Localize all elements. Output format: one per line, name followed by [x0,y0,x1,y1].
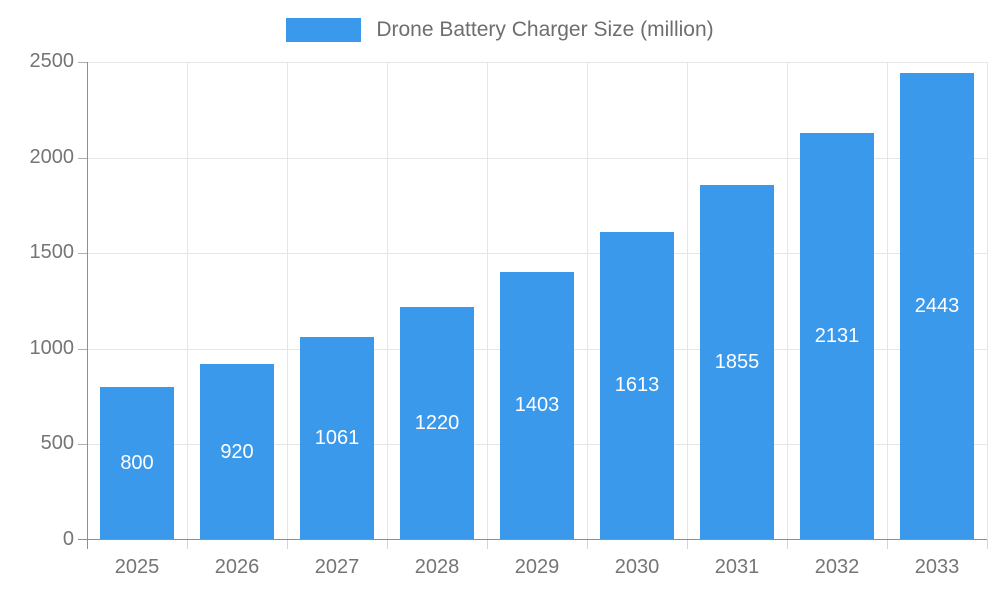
x-axis-tick-label: 2031 [714,556,760,578]
y-axis-tick-label: 500 [40,432,74,455]
x-axis-tick [687,540,688,549]
x-axis-tick [587,540,588,549]
x-axis-tick [387,540,388,549]
legend[interactable]: Drone Battery Charger Size (million) [0,18,1000,42]
gridline [87,157,987,159]
gridline [487,62,488,540]
x-axis-tick [187,540,188,549]
y-axis-tick-label: 1000 [29,336,75,359]
y-axis-tick-label: 1500 [29,241,75,264]
x-axis-tick-label: 2033 [914,556,960,578]
bar-value-label: 1220 [414,411,460,434]
x-axis-tick [487,540,488,549]
y-axis-tick [78,62,87,63]
bar[interactable]: 2443 [900,72,974,540]
x-axis-tick-label: 2030 [614,556,660,578]
y-axis-line [87,62,88,549]
bar-value-label: 2131 [814,324,860,347]
legend-label: Drone Battery Charger Size (million) [376,18,714,41]
gridline [387,62,388,540]
gridline [987,62,988,540]
x-axis-tick-label: 2029 [514,556,560,578]
gridline [687,62,688,540]
bar-value-label: 1061 [314,427,360,450]
plot-area: 800 920 1061 1220 1403 1613 1855 2131 2443 [78,62,988,549]
x-axis-tick [887,540,888,549]
bar[interactable]: 1613 [600,231,674,540]
gridline [287,62,288,540]
x-axis-tick [287,540,288,549]
y-axis-tick-label: 0 [62,528,74,550]
x-axis-tick-label: 2028 [414,556,460,578]
y-axis-tick [78,444,87,446]
gridline [587,62,588,540]
bar[interactable]: 1220 [400,306,474,540]
bar-value-label: 1855 [714,351,760,374]
y-axis-tick [78,253,87,255]
gridline [787,62,788,540]
x-axis-tick-label: 2026 [214,556,260,578]
x-axis-tick-label: 2027 [314,556,360,578]
x-axis-line [78,539,987,540]
bar[interactable]: 920 [200,364,274,540]
bar[interactable]: 1061 [300,337,374,540]
y-axis-tick [78,348,87,350]
x-axis-tick-label: 2025 [114,556,160,578]
bar-value-label: 1403 [514,394,560,417]
bar[interactable]: 800 [100,387,174,540]
bar-value-label: 800 [120,452,154,475]
bar[interactable]: 2131 [800,132,874,540]
bar[interactable]: 1855 [700,185,774,540]
y-axis-tick-label: 2500 [29,50,75,72]
gridline [87,253,987,255]
gridline [187,62,188,540]
y-axis-tick [78,157,87,159]
y-axis-tick-label: 2000 [29,145,75,168]
bar-value-label: 2443 [914,294,960,317]
legend-swatch [286,18,362,42]
x-axis-tick [987,540,988,549]
bar-value-label: 1613 [614,374,660,397]
gridline [87,62,987,63]
gridline [887,62,888,540]
bar[interactable]: 1403 [500,271,574,540]
bar-value-label: 920 [220,440,254,463]
x-axis-tick [787,540,788,549]
x-axis-tick-label: 2032 [814,556,860,578]
